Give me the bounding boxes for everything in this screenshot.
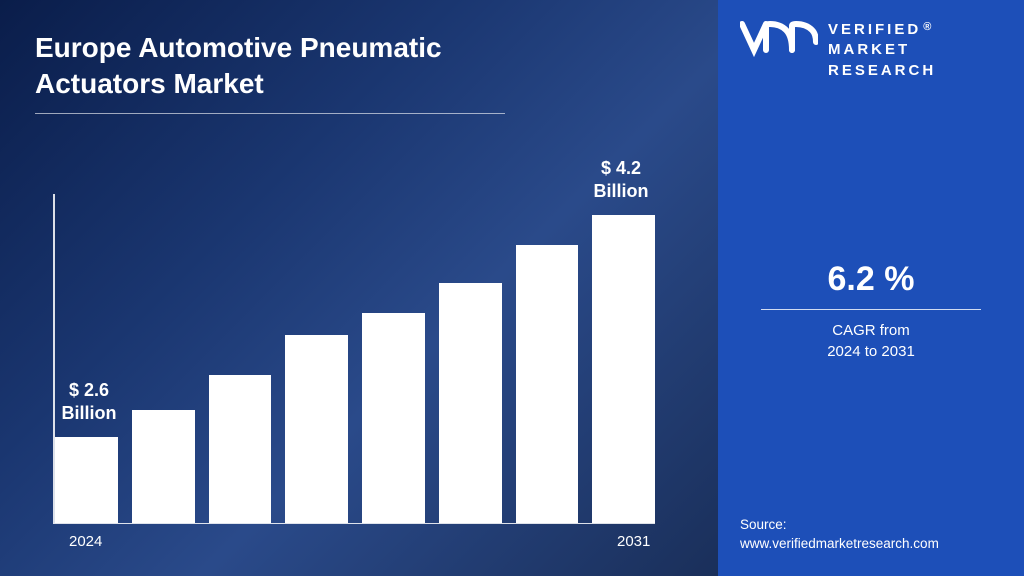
logo-text-line2: MARKET <box>828 41 910 58</box>
logo-text: VERIFIED® MARKET RESEARCH <box>828 20 936 81</box>
cagr-underline <box>761 309 981 310</box>
info-panel: VERIFIED® MARKET RESEARCH 6.2 % CAGR fro… <box>718 0 1024 576</box>
source-label: Source: <box>740 517 787 532</box>
bar-2 <box>209 375 272 523</box>
cagr-block: 6.2 % CAGR from 2024 to 2031 <box>718 260 1024 362</box>
logo-text-line3: RESEARCH <box>828 62 936 79</box>
registered-icon: ® <box>923 21 934 33</box>
logo-text-line1: VERIFIED <box>828 21 921 38</box>
cagr-text: CAGR from 2024 to 2031 <box>718 320 1024 362</box>
cagr-line2: 2024 to 2031 <box>827 343 915 360</box>
bar-7 <box>592 215 655 523</box>
bars-container <box>55 194 655 524</box>
x-axis-end: 2031 <box>617 533 650 550</box>
bar-1 <box>132 410 195 523</box>
cagr-line1: CAGR from <box>832 322 910 339</box>
logo: VERIFIED® MARKET RESEARCH <box>740 20 1002 81</box>
chart-panel: Europe Automotive Pneumatic Actuators Ma… <box>0 0 718 576</box>
bar-4 <box>362 313 425 523</box>
cagr-value: 6.2 % <box>718 260 1024 299</box>
chart-title: Europe Automotive Pneumatic Actuators Ma… <box>35 30 535 103</box>
bar-chart: $ 2.6 Billion $ 4.2 Billion 2024 2031 <box>55 166 655 546</box>
x-axis-start: 2024 <box>69 533 102 550</box>
bar-0 <box>55 437 118 523</box>
bar-6 <box>516 245 579 523</box>
bar-3 <box>285 335 348 523</box>
title-underline <box>35 113 505 114</box>
logo-icon <box>740 20 818 64</box>
source-url: www.verifiedmarketresearch.com <box>740 536 939 551</box>
source-block: Source: www.verifiedmarketresearch.com <box>740 516 939 554</box>
bar-5 <box>439 283 502 523</box>
